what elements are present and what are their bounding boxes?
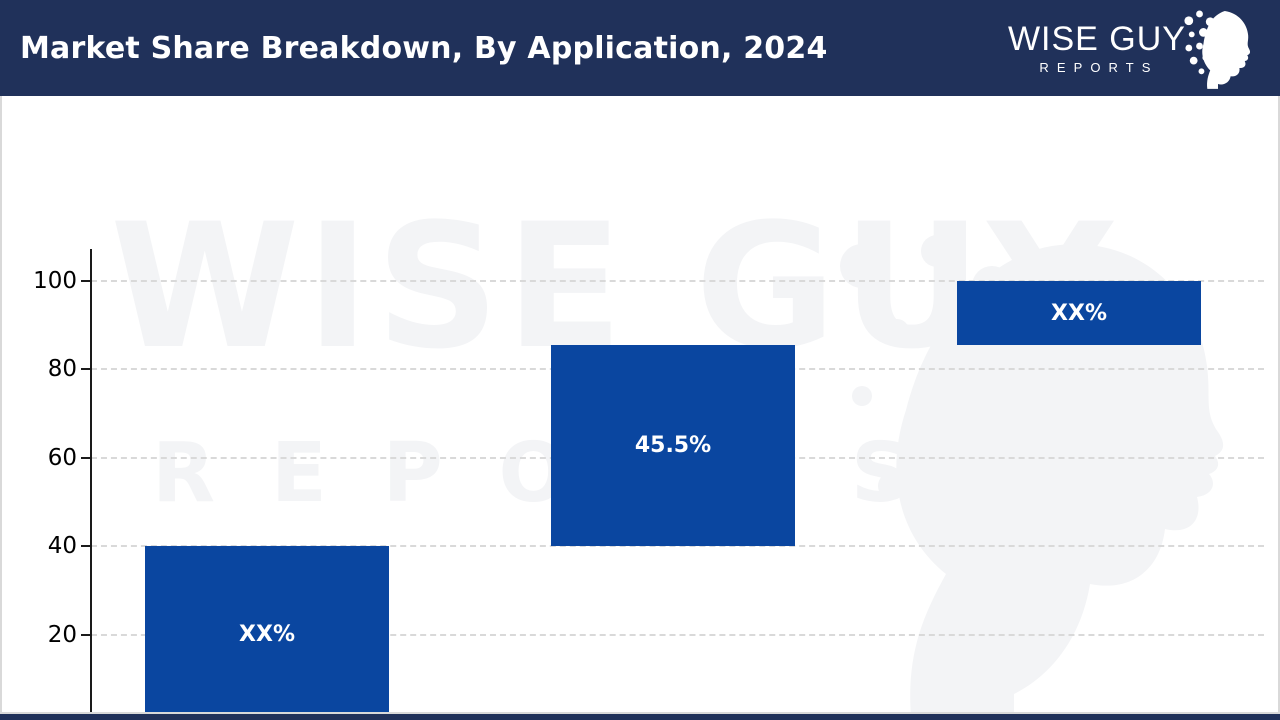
bar-value-label: XX%	[239, 622, 295, 648]
wiseguy-logo: WISE GUY REPORTS	[1008, 7, 1254, 89]
y-tick-label-100: 100	[33, 268, 77, 294]
y-tick-60	[81, 456, 90, 459]
logo-face-icon	[1184, 10, 1251, 89]
y-axis-line	[90, 249, 92, 712]
y-tick-label-80: 80	[47, 356, 77, 383]
footer-bar	[0, 714, 1280, 720]
y-tick-80	[81, 368, 90, 371]
y-tick-label-40: 40	[47, 533, 77, 560]
chart-canvas: WISE GUY REPORTS 020406080100XX%Metal Dr…	[0, 96, 1280, 714]
header: Market Share Breakdown, By Application, …	[0, 0, 1280, 96]
page-title: Market Share Breakdown, By Application, …	[20, 30, 828, 66]
y-tick-100	[81, 280, 90, 282]
logo-wordmark: WISE GUY	[1007, 20, 1186, 58]
y-tick-40	[81, 545, 90, 548]
y-tick-label-20: 20	[47, 621, 77, 648]
logo-subtext: REPORTS	[1039, 60, 1159, 75]
watermark-face-icon	[840, 235, 1224, 712]
bar-metal-drawing: XX%	[145, 546, 389, 712]
y-tick-20	[81, 633, 90, 636]
y-tick-label-60: 60	[47, 444, 77, 471]
logo-text: WISE GUY REPORTS	[1008, 22, 1186, 74]
